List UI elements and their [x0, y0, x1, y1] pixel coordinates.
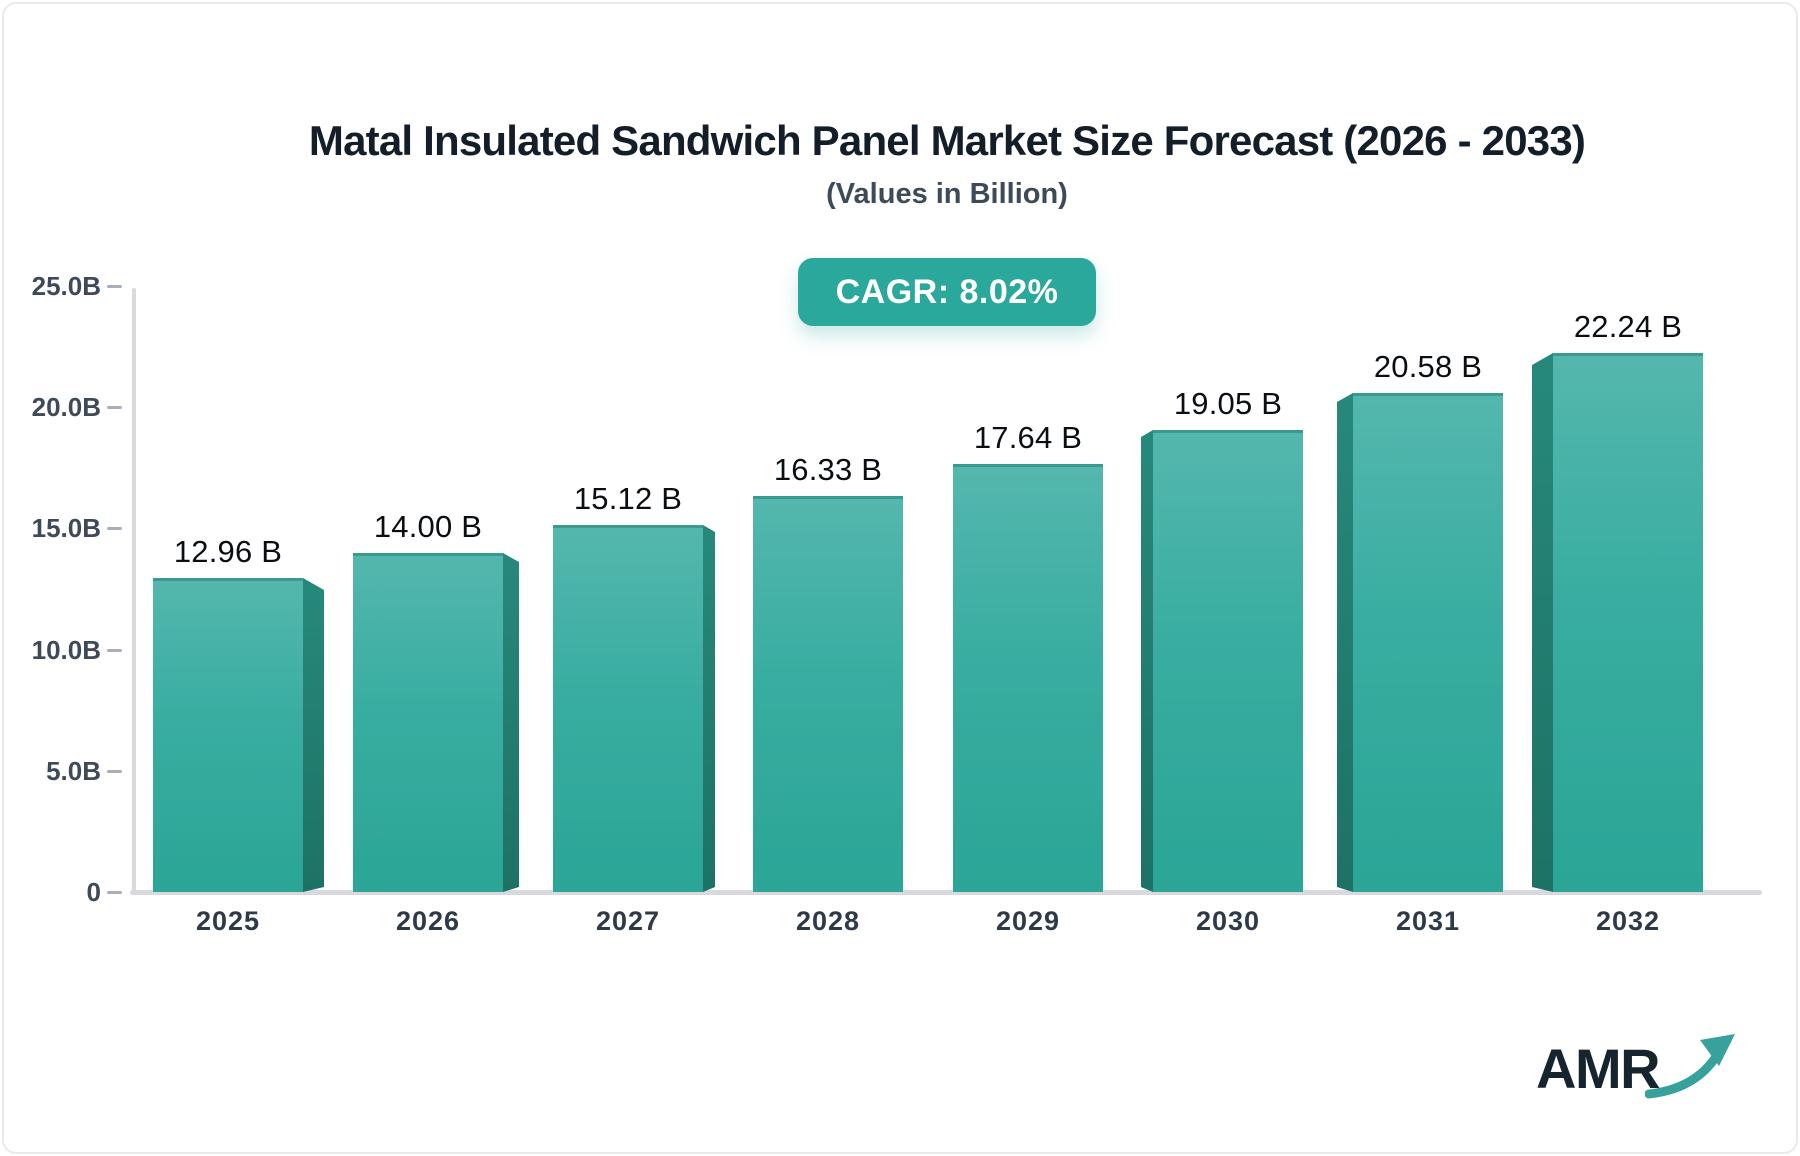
y-axis-tick-label: 0 [86, 877, 101, 907]
bar-side-2025 [303, 578, 324, 892]
x-axis-label: 2025 [195, 906, 261, 936]
logo-arrow-icon [1645, 1034, 1736, 1099]
x-axis-label: 2026 [395, 906, 461, 936]
chart-subtitle: (Values in Billion) [826, 178, 1068, 210]
cagr-badge-row: CAGR: 8.02% [132, 258, 1762, 326]
bar-side-2031 [1337, 393, 1353, 892]
y-axis-tick [107, 649, 122, 652]
chart-plot: 25.0B 20.0B 15.0B 10.0B 5.0B 0 12.96 B 2025 14.0… [4, 4, 1796, 1152]
bar-2029 [953, 464, 1103, 892]
bar-value-label: 20.58 B [1373, 349, 1483, 384]
x-axis-label: 2031 [1395, 906, 1461, 936]
y-axis-tick-label: 10.0B [31, 635, 101, 665]
bar-value-label: 12.96 B [173, 534, 283, 569]
x-axis-label: 2029 [995, 906, 1061, 936]
bar-2027 [553, 525, 703, 892]
bar-2025 [153, 578, 303, 892]
y-axis-tick [107, 285, 122, 288]
bar-value-label: 22.24 B [1573, 309, 1683, 344]
x-axis-label: 2030 [1195, 906, 1261, 936]
bar-value-label: 15.12 B [573, 481, 683, 516]
bar-value-label: 14.00 B [373, 509, 483, 544]
x-axis-line [130, 890, 1762, 895]
bar-value-label: 19.05 B [1173, 386, 1283, 421]
bar-2031 [1353, 393, 1503, 892]
bar-side-2027 [703, 525, 715, 892]
y-axis-tick [107, 891, 122, 894]
amr-logo: AMR [1536, 1034, 1741, 1104]
bar-2026 [353, 553, 503, 892]
y-axis-tick-label: 25.0B [31, 271, 101, 301]
bar-2028 [753, 496, 903, 892]
bar-side-2032 [1532, 353, 1553, 892]
y-axis-tick-label: 15.0B [31, 513, 101, 543]
bar-side-2030 [1141, 430, 1153, 892]
amr-logo-text: AMR [1536, 1037, 1661, 1100]
x-axis-label: 2027 [595, 906, 661, 936]
bar-side-2026 [503, 553, 519, 892]
y-axis-tick [107, 770, 122, 773]
bar-2032 [1553, 353, 1703, 892]
y-axis-tick [107, 527, 122, 530]
y-axis-tick-label: 20.0B [31, 392, 101, 422]
y-axis-tick-label: 5.0B [46, 756, 101, 786]
y-axis-line [132, 288, 136, 892]
y-axis-tick [107, 406, 122, 409]
x-axis-label: 2032 [1595, 906, 1661, 936]
cagr-badge: CAGR: 8.02% [797, 258, 1097, 326]
x-axis-label: 2028 [795, 906, 861, 936]
bar-2030 [1153, 430, 1303, 892]
bar-value-label: 17.64 B [973, 420, 1083, 455]
chart-title: Matal Insulated Sandwich Panel Market Si… [308, 117, 1586, 164]
bar-value-label: 16.33 B [773, 452, 883, 487]
